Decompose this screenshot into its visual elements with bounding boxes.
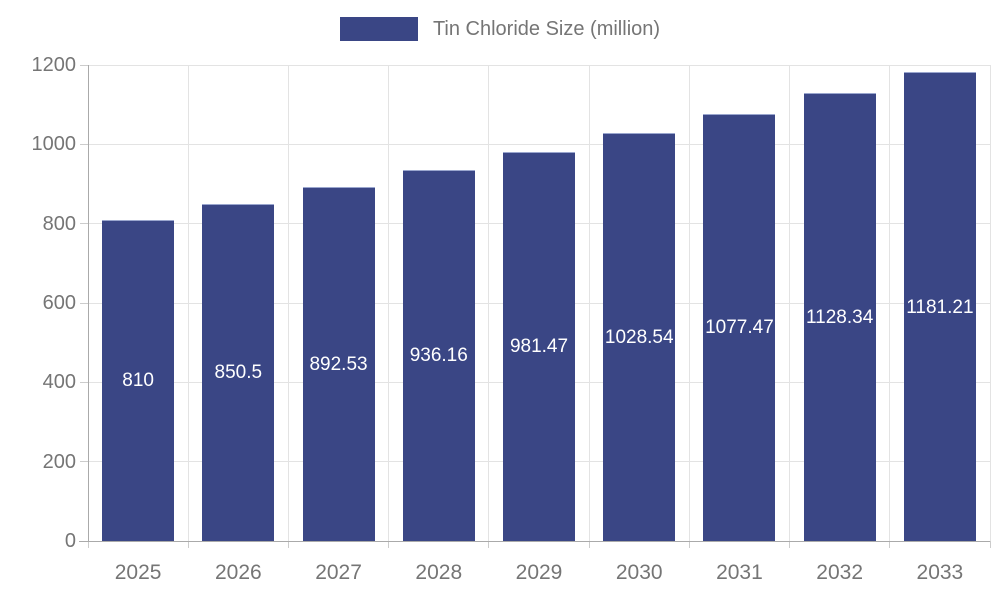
x-axis-label-2029: 2029 [515,561,563,584]
y-axis-tick [80,381,88,383]
bar-2027[interactable]: 892.53 [302,186,375,541]
x-axis-tick [287,541,289,548]
bar-value-label: 850.5 [214,362,263,384]
bar-value-label: 1077.47 [705,317,774,339]
bar-2025[interactable]: 810 [102,219,175,541]
gridline-vertical [588,65,590,541]
legend: Tin Chloride Size (million) [0,17,1000,41]
x-axis-label-2032: 2032 [816,561,864,584]
y-axis-tick [80,143,88,145]
bar-value-label: 1181.21 [906,296,974,318]
plot-area: 810 850.5 892.53 936.16 981.47 1028.54 1077.47… [79,64,991,548]
bar-2026[interactable]: 850.5 [202,203,275,541]
bar-value-label: 810 [122,370,154,392]
bar-value-label: 1128.34 [806,307,874,329]
x-axis-tick [187,541,189,548]
gridline-horizontal [88,143,990,145]
x-axis-tick [789,541,791,548]
x-axis-tick [688,541,690,548]
gridline-vertical [287,65,289,541]
x-axis-label-2031: 2031 [716,561,763,584]
x-axis-label-2025: 2025 [114,561,162,584]
bar-2029[interactable]: 981.47 [503,151,575,541]
gridline-vertical [488,65,490,541]
y-axis-tick [80,302,88,304]
gridline-vertical [889,65,891,541]
x-axis-label-2028: 2028 [415,561,463,584]
legend-item-tin-chloride[interactable]: Tin Chloride Size (million) [339,17,661,41]
bar-2028[interactable]: 936.16 [402,169,475,541]
x-axis-tick [488,541,490,548]
x-axis-tick [989,541,991,548]
gridline-vertical [187,65,189,541]
bar-value-label: 936.16 [409,345,468,367]
x-axis-line [79,541,990,542]
x-axis-tick [388,541,390,548]
y-axis-label: 600 [42,292,76,314]
bar-value-label: 981.47 [509,336,569,358]
y-axis-tick [80,64,88,66]
x-axis-tick [889,541,891,548]
gridline-vertical [789,65,791,541]
x-axis-label-2030: 2030 [615,561,663,584]
y-axis-tick [80,461,88,463]
x-axis-tick [87,541,89,548]
y-axis-label: 200 [42,450,76,473]
y-axis-line [88,65,89,541]
gridline-vertical [688,65,690,541]
legend-swatch-icon [339,17,418,41]
x-axis-tick [588,541,590,548]
gridline-horizontal [88,64,990,66]
x-axis-label-2027: 2027 [315,561,362,584]
x-axis-label-2026: 2026 [214,561,262,584]
gridline-vertical [388,65,390,541]
bar-2031[interactable]: 1077.47 [703,113,776,541]
y-axis-label: 1200 [31,54,77,76]
y-axis-tick [80,223,88,225]
legend-label: Tin Chloride Size (million) [432,18,661,40]
bar-value-label: 892.53 [309,353,368,375]
bar-2032[interactable]: 1128.34 [803,93,876,541]
y-axis-label: 1000 [31,133,77,156]
bar-2033[interactable]: 1181.21 [903,72,976,541]
y-axis-label: 0 [64,530,76,552]
x-axis-label-2033: 2033 [916,561,964,584]
bar-2030[interactable]: 1028.54 [603,133,676,541]
gridline-vertical [989,65,991,541]
bar-value-label: 1028.54 [604,327,674,348]
y-axis-label: 800 [42,212,76,235]
y-axis-label: 400 [42,371,76,394]
